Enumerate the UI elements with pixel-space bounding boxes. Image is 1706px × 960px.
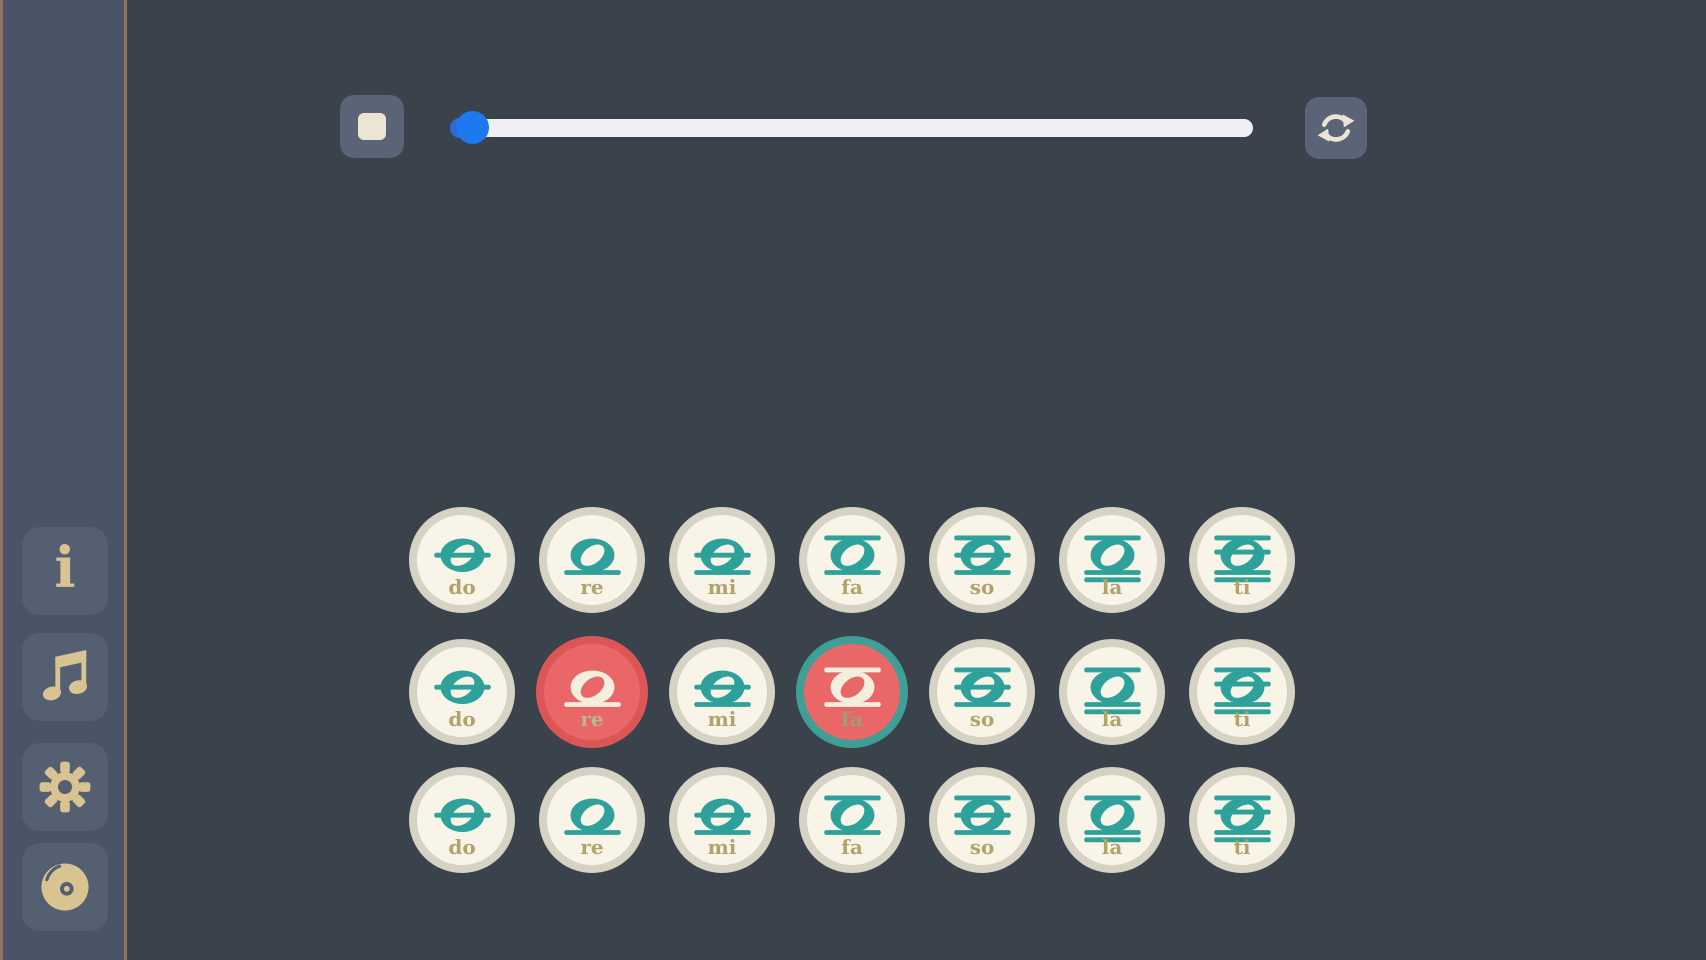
refresh-button[interactable] xyxy=(1305,97,1367,159)
disc-icon xyxy=(41,863,89,911)
whole-note-glyph-re xyxy=(563,538,621,575)
note-button-do[interactable]: do xyxy=(409,639,515,745)
whole-note-glyph-ti xyxy=(1213,667,1271,715)
note-button-mi[interactable]: mi xyxy=(669,507,775,613)
sidebar-item-info[interactable]: i xyxy=(22,527,108,615)
sidebar: i xyxy=(0,0,127,960)
note-label: mi xyxy=(707,575,737,599)
note-button-fa[interactable]: fa xyxy=(799,507,905,613)
note-button-re[interactable]: re xyxy=(539,767,645,873)
whole-note-glyph-mi xyxy=(693,798,751,835)
whole-note-glyph-re xyxy=(563,798,621,835)
whole-note-glyph-la xyxy=(1083,535,1141,583)
whole-note-glyph-so xyxy=(953,535,1011,575)
whole-note-glyph-fa xyxy=(823,667,881,707)
note-label: mi xyxy=(707,835,737,859)
note-label: mi xyxy=(707,707,737,731)
slider-track[interactable] xyxy=(457,119,1253,137)
whole-note-glyph-fa xyxy=(823,535,881,575)
note-label: la xyxy=(1101,835,1123,859)
note-button-la[interactable]: la xyxy=(1059,507,1165,613)
whole-note-glyph-mi xyxy=(693,670,751,707)
whole-note-glyph-so xyxy=(953,795,1011,835)
whole-note-glyph-mi xyxy=(693,538,751,575)
note-button-fa[interactable]: fa xyxy=(799,767,905,873)
slider-thumb[interactable] xyxy=(456,111,489,144)
note-label: re xyxy=(580,835,604,859)
whole-note-glyph-la xyxy=(1083,667,1141,715)
note-label: so xyxy=(969,575,995,599)
note-label: fa xyxy=(841,575,863,599)
note-label: so xyxy=(969,707,995,731)
note-button-re[interactable]: re xyxy=(536,636,648,748)
stop-button[interactable] xyxy=(340,95,404,158)
sidebar-item-records[interactable] xyxy=(22,843,108,931)
note-label: la xyxy=(1101,707,1123,731)
note-button-ti[interactable]: ti xyxy=(1189,507,1295,613)
progress-slider[interactable] xyxy=(450,108,1270,148)
note-button-mi[interactable]: mi xyxy=(669,639,775,745)
whole-note-glyph-ti xyxy=(1213,795,1271,843)
note-button-so[interactable]: so xyxy=(929,767,1035,873)
note-button-ti[interactable]: ti xyxy=(1189,639,1295,745)
whole-note-glyph-ti xyxy=(1213,535,1271,583)
note-label: la xyxy=(1101,575,1123,599)
note-label: fa xyxy=(841,707,863,731)
note-button-la[interactable]: la xyxy=(1059,767,1165,873)
whole-note-glyph-re xyxy=(563,670,621,707)
whole-note-glyph-do xyxy=(433,538,491,572)
note-button-ti[interactable]: ti xyxy=(1189,767,1295,873)
refresh-icon xyxy=(1317,114,1355,142)
whole-note-glyph-do xyxy=(433,798,491,832)
note-label: so xyxy=(969,835,995,859)
note-button-re[interactable]: re xyxy=(539,507,645,613)
whole-note-glyph-la xyxy=(1083,795,1141,843)
note-button-so[interactable]: so xyxy=(929,639,1035,745)
music-note-icon xyxy=(42,650,88,701)
note-label: ti xyxy=(1233,575,1251,599)
note-button-so[interactable]: so xyxy=(929,507,1035,613)
note-label: ti xyxy=(1233,835,1251,859)
note-label: do xyxy=(448,707,476,731)
whole-note-glyph-fa xyxy=(823,795,881,835)
note-button-mi[interactable]: mi xyxy=(669,767,775,873)
note-label: fa xyxy=(841,835,863,859)
whole-note-glyph-so xyxy=(953,667,1011,707)
note-button-la[interactable]: la xyxy=(1059,639,1165,745)
note-button-fa[interactable]: fa xyxy=(796,636,908,748)
sidebar-item-settings[interactable] xyxy=(22,743,108,831)
note-button-do[interactable]: do xyxy=(409,767,515,873)
note-label: re xyxy=(580,575,604,599)
gear-icon xyxy=(39,761,91,813)
note-label: re xyxy=(580,707,604,731)
info-icon: i xyxy=(54,535,76,601)
note-label: ti xyxy=(1233,707,1251,731)
stop-icon xyxy=(358,113,386,140)
note-label: do xyxy=(448,835,476,859)
sidebar-item-music[interactable] xyxy=(22,633,108,721)
whole-note-glyph-do xyxy=(433,670,491,704)
note-label: do xyxy=(448,575,476,599)
note-button-do[interactable]: do xyxy=(409,507,515,613)
